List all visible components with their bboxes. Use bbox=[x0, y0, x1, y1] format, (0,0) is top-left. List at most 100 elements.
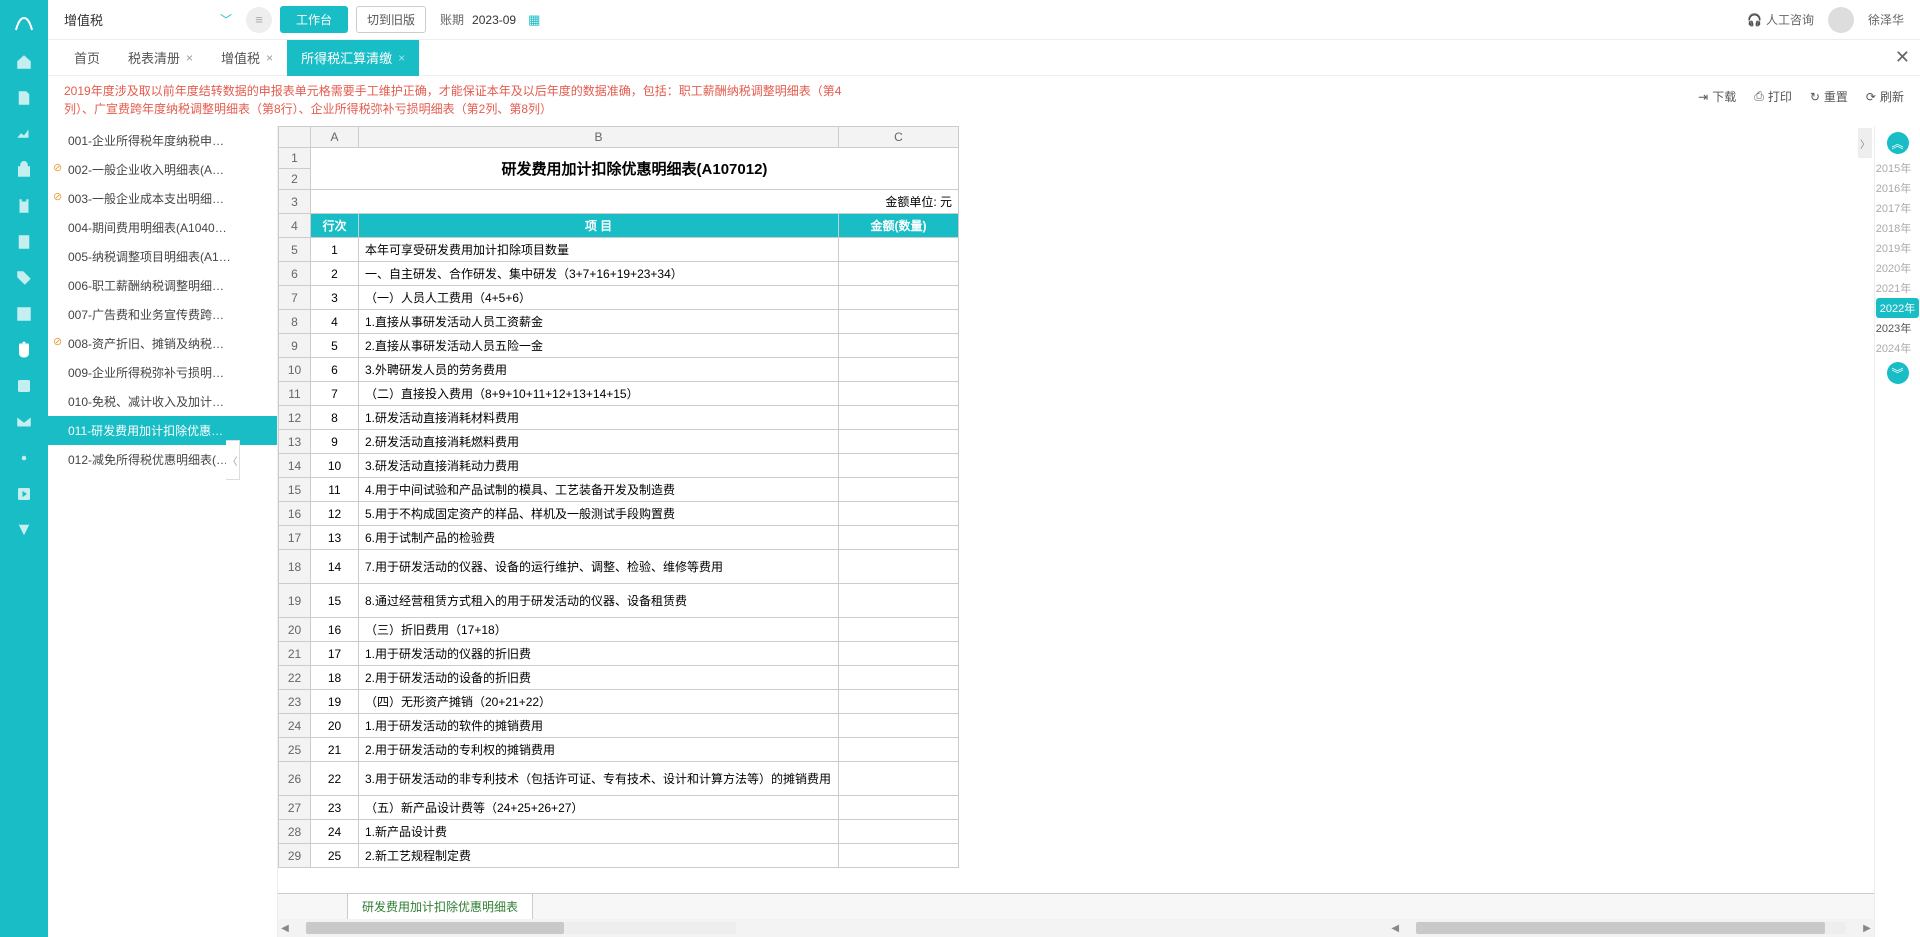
cell-rownum[interactable]: 18 bbox=[311, 666, 359, 690]
tab[interactable]: 增值税× bbox=[207, 40, 287, 76]
cell-item[interactable]: 2.用于研发活动的设备的折旧费 bbox=[359, 666, 839, 690]
tab[interactable]: 首页 bbox=[60, 40, 114, 76]
year-item[interactable]: 2015年 bbox=[1876, 158, 1919, 178]
cell-rownum[interactable]: 8 bbox=[311, 406, 359, 430]
cell-amount[interactable] bbox=[839, 666, 959, 690]
cell-rownum[interactable]: 9 bbox=[311, 430, 359, 454]
cell-amount[interactable] bbox=[839, 642, 959, 666]
reset-button[interactable]: ↻ 重置 bbox=[1810, 88, 1848, 105]
nav-hand-icon[interactable] bbox=[14, 340, 34, 360]
col-header[interactable]: C bbox=[839, 127, 959, 148]
cell-rownum[interactable]: 17 bbox=[311, 642, 359, 666]
cell-rownum[interactable]: 12 bbox=[311, 502, 359, 526]
cell-item[interactable]: 6.用于试制产品的检验费 bbox=[359, 526, 839, 550]
year-item[interactable]: 2018年 bbox=[1876, 218, 1919, 238]
cell-amount[interactable] bbox=[839, 406, 959, 430]
cell-item[interactable]: 1.用于研发活动的仪器的折旧费 bbox=[359, 642, 839, 666]
cell-amount[interactable] bbox=[839, 454, 959, 478]
cell-amount[interactable] bbox=[839, 286, 959, 310]
cell-item[interactable]: 2.研发活动直接消耗燃料费用 bbox=[359, 430, 839, 454]
cell-rownum[interactable]: 4 bbox=[311, 310, 359, 334]
cell-amount[interactable] bbox=[839, 762, 959, 796]
form-list-item[interactable]: 005-纳税调整项目明细表(A1… bbox=[48, 242, 277, 271]
cell-amount[interactable] bbox=[839, 430, 959, 454]
download-button[interactable]: ⇥ 下载 bbox=[1698, 88, 1736, 105]
nav-v-icon[interactable] bbox=[14, 520, 34, 540]
cell-rownum[interactable]: 24 bbox=[311, 820, 359, 844]
form-list-item[interactable]: 001-企业所得税年度纳税申… bbox=[48, 126, 277, 155]
module-dropdown[interactable]: 增值税 ﹀ bbox=[58, 10, 238, 29]
cell-rownum[interactable]: 23 bbox=[311, 796, 359, 820]
cell-item[interactable]: 1.用于研发活动的软件的摊销费用 bbox=[359, 714, 839, 738]
form-list-item[interactable]: 002-一般企业收入明细表(A… bbox=[48, 155, 277, 184]
cell-item[interactable]: 7.用于研发活动的仪器、设备的运行维护、调整、检验、维修等费用 bbox=[359, 550, 839, 584]
cell-amount[interactable] bbox=[839, 550, 959, 584]
cell-item[interactable]: 3.研发活动直接消耗动力费用 bbox=[359, 454, 839, 478]
cell-item[interactable]: 2.用于研发活动的专利权的摊销费用 bbox=[359, 738, 839, 762]
year-item[interactable]: 2020年 bbox=[1876, 258, 1919, 278]
cell-rownum[interactable]: 25 bbox=[311, 844, 359, 868]
cell-item[interactable]: 5.用于不构成固定资产的样品、样机及一般测试手段购置费 bbox=[359, 502, 839, 526]
cell-amount[interactable] bbox=[839, 844, 959, 868]
cell-amount[interactable] bbox=[839, 526, 959, 550]
cell-amount[interactable] bbox=[839, 334, 959, 358]
tab[interactable]: 税表清册× bbox=[114, 40, 207, 76]
year-item[interactable]: 2022年 bbox=[1876, 298, 1919, 318]
tab-close-icon[interactable]: × bbox=[266, 51, 273, 65]
year-down-button[interactable]: ︾ bbox=[1887, 362, 1909, 384]
cell-item[interactable]: （一）人员人工费用（4+5+6） bbox=[359, 286, 839, 310]
print-button[interactable]: ⎙ 打印 bbox=[1754, 88, 1792, 105]
cell-amount[interactable] bbox=[839, 310, 959, 334]
cell-item[interactable]: （五）新产品设计费等（24+25+26+27） bbox=[359, 796, 839, 820]
cell-item[interactable]: 8.通过经营租赁方式租入的用于研发活动的仪器、设备租赁费 bbox=[359, 584, 839, 618]
nav-doc-icon[interactable] bbox=[14, 88, 34, 108]
cell-amount[interactable] bbox=[839, 262, 959, 286]
year-item[interactable]: 2023年 bbox=[1876, 318, 1919, 338]
cell-amount[interactable] bbox=[839, 238, 959, 262]
year-item[interactable]: 2024年 bbox=[1876, 338, 1919, 358]
form-list-item[interactable]: 010-免税、减计收入及加计… bbox=[48, 387, 277, 416]
cell-rownum[interactable]: 6 bbox=[311, 358, 359, 382]
cell-amount[interactable] bbox=[839, 796, 959, 820]
form-list-item[interactable]: 006-职工薪酬纳税调整明细… bbox=[48, 271, 277, 300]
cell-amount[interactable] bbox=[839, 738, 959, 762]
cell-item[interactable]: 3.外聘研发人员的劳务费用 bbox=[359, 358, 839, 382]
cell-rownum[interactable]: 10 bbox=[311, 454, 359, 478]
tab-close-icon[interactable]: × bbox=[186, 51, 193, 65]
avatar[interactable] bbox=[1828, 7, 1854, 33]
refresh-button[interactable]: ⟳ 刷新 bbox=[1866, 88, 1904, 105]
cell-item[interactable]: （三）折旧费用（17+18） bbox=[359, 618, 839, 642]
cell-rownum[interactable]: 21 bbox=[311, 738, 359, 762]
cell-item[interactable]: 一、自主研发、合作研发、集中研发（3+7+16+19+23+34） bbox=[359, 262, 839, 286]
nav-gear-icon[interactable] bbox=[14, 448, 34, 468]
cell-rownum[interactable]: 11 bbox=[311, 478, 359, 502]
cell-item[interactable]: 2.直接从事研发活动人员五险一金 bbox=[359, 334, 839, 358]
cell-rownum[interactable]: 15 bbox=[311, 584, 359, 618]
expand-right-toggle[interactable]: 〉 bbox=[1858, 128, 1872, 158]
sheet-tab[interactable]: 研发费用加计扣除优惠明细表 bbox=[348, 894, 533, 919]
year-item[interactable]: 2017年 bbox=[1876, 198, 1919, 218]
nav-tag-icon[interactable] bbox=[14, 268, 34, 288]
header-round-button[interactable]: ≡ bbox=[246, 7, 272, 33]
cell-item[interactable]: （四）无形资产摊销（20+21+22） bbox=[359, 690, 839, 714]
nav-grid-icon[interactable] bbox=[14, 304, 34, 324]
col-header[interactable]: A bbox=[311, 127, 359, 148]
form-list-item[interactable]: 009-企业所得税弥补亏损明… bbox=[48, 358, 277, 387]
cell-item[interactable]: 4.用于中间试验和产品试制的模具、工艺装备开发及制造费 bbox=[359, 478, 839, 502]
cell-amount[interactable] bbox=[839, 618, 959, 642]
nav-calc-icon[interactable] bbox=[14, 232, 34, 252]
horizontal-scrollbar[interactable]: ◀ ◀▶ bbox=[278, 919, 1874, 937]
cell-rownum[interactable]: 3 bbox=[311, 286, 359, 310]
cell-item[interactable]: 1.新产品设计费 bbox=[359, 820, 839, 844]
form-list-item[interactable]: 004-期间费用明细表(A1040… bbox=[48, 213, 277, 242]
cell-rownum[interactable]: 19 bbox=[311, 690, 359, 714]
nav-box-icon[interactable] bbox=[14, 376, 34, 396]
year-up-button[interactable]: ︽ bbox=[1887, 132, 1909, 154]
consult-link[interactable]: 🎧 人工咨询 bbox=[1747, 11, 1814, 28]
collapse-handle[interactable]: 〈 bbox=[226, 440, 240, 480]
form-list-item[interactable]: 008-资产折旧、摊销及纳税… bbox=[48, 329, 277, 358]
cell-rownum[interactable]: 2 bbox=[311, 262, 359, 286]
year-item[interactable]: 2016年 bbox=[1876, 178, 1919, 198]
cell-rownum[interactable]: 22 bbox=[311, 762, 359, 796]
tab-close-icon[interactable]: × bbox=[398, 51, 405, 65]
